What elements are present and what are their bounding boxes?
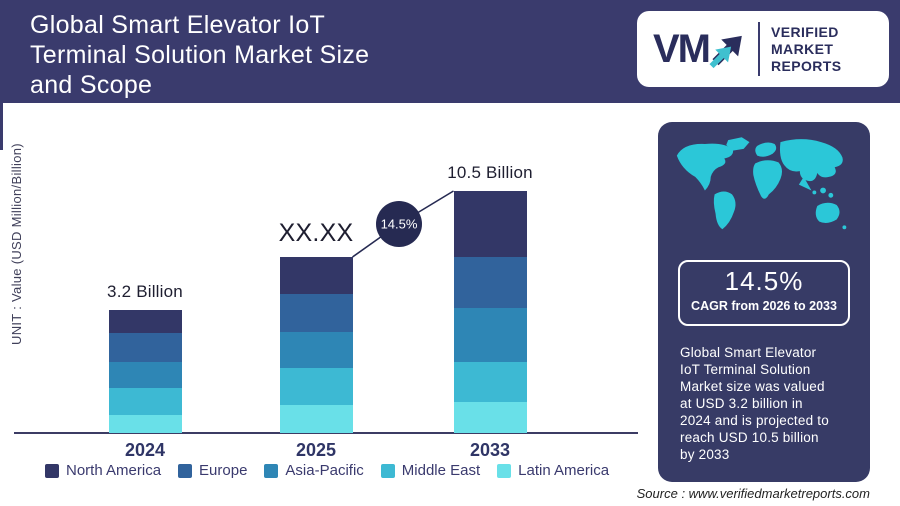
cagr-highlight-box: 14.5% CAGR from 2026 to 2033: [678, 260, 850, 326]
vmr-logo-mark: VM: [653, 28, 749, 70]
stacked-bar-2025: [279, 257, 353, 433]
x-axis-line: [14, 432, 638, 434]
cagr-bubble-label: 14.5%: [381, 217, 418, 232]
bar-segment-europe: [279, 294, 353, 332]
world-map-icon: [676, 137, 847, 230]
page-title: Global Smart Elevator IoT Terminal Solut…: [30, 11, 370, 99]
legend-item-asia-pacific: Asia-Pacific: [264, 462, 364, 479]
x-tick-2024: 2024: [124, 440, 166, 460]
legend-item-latin-america: Latin America: [497, 462, 609, 479]
legend-label: Europe: [199, 462, 248, 479]
vmr-wordmark: VERIFIED MARKET REPORTS: [771, 23, 842, 74]
x-tick-2025: 2025: [295, 440, 337, 460]
logo-divider: [758, 22, 760, 76]
cagr-connector-line: [352, 223, 400, 258]
bar-value-label: 10.5 Billion: [447, 163, 533, 182]
legend-swatch: [264, 463, 279, 478]
summary-card: 14.5% CAGR from 2026 to 2033 Global Smar…: [658, 122, 870, 482]
y-axis-unit-label: UNIT : Value (USD Million/Billion): [9, 143, 24, 345]
legend-swatch: [45, 463, 59, 478]
bar-segment-middle-east: [108, 388, 182, 415]
bar-segment-middle-east: [279, 368, 353, 405]
bar-segment-asia-pacific: [108, 362, 182, 388]
bar-segment-asia-pacific: [453, 308, 527, 362]
bar-segment-europe: [453, 257, 527, 308]
bar-segment-latin-america: [453, 402, 527, 433]
bar-segment-latin-america: [108, 415, 182, 433]
vmr-logo: VM VERIFIED MARKET REPORTS: [637, 11, 889, 87]
bar-segment-north-america: [108, 310, 182, 333]
stacked-bar-2024: [108, 310, 182, 433]
legend-swatch: [497, 463, 512, 478]
market-summary-text: Global Smart Elevator IoT Terminal Solut…: [680, 345, 829, 462]
bar-segment-middle-east: [453, 362, 527, 402]
stacked-bar-2033: [453, 191, 527, 433]
bar-segment-europe: [108, 333, 182, 362]
legend-label: Middle East: [401, 462, 481, 479]
legend-swatch: [380, 463, 395, 478]
bar-segment-north-america: [279, 257, 353, 294]
legend-item-middle-east: Middle East: [380, 462, 481, 479]
x-tick-2033: 2033: [469, 440, 511, 460]
left-accent-line: [0, 103, 3, 150]
cagr-bubble: [376, 201, 422, 247]
legend-label: Asia-Pacific: [285, 462, 364, 479]
cagr-value: 14.5%: [724, 266, 804, 296]
cagr-connector-line: [398, 190, 454, 225]
bar-segment-latin-america: [279, 405, 353, 433]
legend-label: North America: [66, 462, 162, 479]
bar-segment-north-america: [453, 191, 527, 257]
legend-item-europe: Europe: [178, 462, 247, 479]
header-band: Global Smart Elevator IoT Terminal Solut…: [0, 0, 900, 103]
source-attribution: Source : www.verifiedmarketreports.com: [636, 486, 870, 501]
cagr-caption: CAGR from 2026 to 2033: [691, 299, 837, 313]
bar-value-label: XX.XX: [278, 219, 354, 247]
legend-label: Latin America: [518, 462, 610, 479]
northeast-arrow-icon: [709, 35, 742, 69]
bar-segment-asia-pacific: [279, 332, 353, 368]
chart-legend: North America Europe Asia-Pacific Middle Ea…: [45, 462, 609, 479]
bar-value-label: 3.2 Billion: [107, 282, 183, 301]
vmr-logo-letters: VM: [653, 27, 711, 71]
legend-swatch: [178, 463, 193, 478]
legend-item-north-america: North America: [45, 462, 161, 479]
